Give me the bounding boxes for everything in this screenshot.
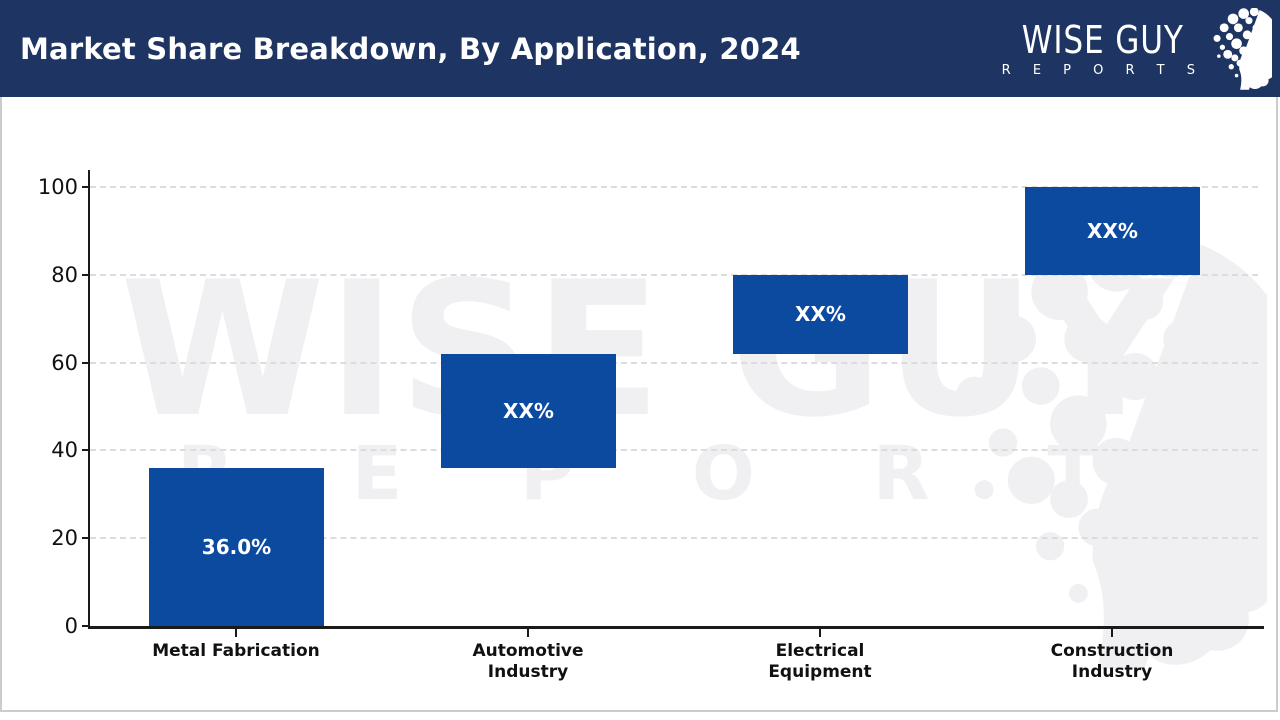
head-dot <box>1007 456 1055 504</box>
x-axis-line <box>88 626 1264 629</box>
wiseguy-head-icon <box>1213 8 1272 90</box>
head-profile-shape <box>1239 10 1272 90</box>
y-tick-label: 0 <box>64 614 78 638</box>
head-dot <box>1238 8 1249 19</box>
y-tick-label: 40 <box>51 438 78 463</box>
head-dot <box>1234 73 1239 78</box>
x-category-label: Automotive Industry <box>472 641 584 682</box>
head-dot <box>1168 456 1197 485</box>
head-dot <box>1223 49 1233 59</box>
y-tick-mark <box>82 361 90 364</box>
head-profile-shape <box>1092 244 1267 669</box>
head-dot <box>1249 8 1259 17</box>
y-tick-mark <box>82 449 90 452</box>
logo-text: WISE GUY R E P O R T S <box>1002 21 1204 78</box>
head-dot <box>1196 287 1225 316</box>
x-tick-mark <box>235 629 237 637</box>
head-dot <box>1069 584 1088 603</box>
head-dot <box>1163 320 1201 358</box>
gridline <box>90 361 1258 364</box>
head-dot <box>1227 13 1239 25</box>
y-tick-label: 80 <box>51 262 78 287</box>
x-tick-mark <box>1111 629 1113 637</box>
head-dot <box>1092 437 1140 485</box>
head-dot <box>1225 33 1234 41</box>
logo-subtext: R E P O R T S <box>1001 62 1204 78</box>
head-dot <box>1213 34 1221 42</box>
head-dot <box>1248 40 1257 48</box>
head-dot <box>1078 508 1117 547</box>
logo-wordmark: WISE GUY <box>1021 17 1184 62</box>
gridline <box>90 273 1258 276</box>
bar: 36.0% <box>149 467 324 626</box>
head-dot <box>1111 353 1159 401</box>
bar: XX% <box>733 274 908 354</box>
x-tick-mark <box>527 629 529 637</box>
head-dot <box>1242 30 1252 40</box>
head-dot <box>1125 282 1164 320</box>
y-axis-line <box>88 170 90 628</box>
bar-value-label: XX% <box>1087 218 1138 243</box>
head-dot <box>955 376 994 415</box>
x-category-label: Metal Fabrication <box>152 641 320 661</box>
header-bar: Market Share Breakdown, By Application, … <box>0 0 1280 97</box>
y-tick-mark <box>82 186 90 188</box>
x-category-label: Electrical Equipment <box>768 641 872 682</box>
head-dot <box>1231 38 1242 49</box>
head-dot <box>1182 508 1201 528</box>
head-dot <box>1256 59 1260 64</box>
head-dot <box>1149 532 1178 561</box>
watermark-head-icon <box>955 230 1267 669</box>
head-dot <box>1144 404 1183 443</box>
head-dot <box>1217 54 1221 58</box>
head-dot <box>988 428 1018 457</box>
y-tick-mark <box>82 625 90 627</box>
head-dot <box>1021 367 1060 405</box>
head-dot <box>1252 24 1260 32</box>
head-dot <box>988 315 1036 363</box>
y-tick-mark <box>82 537 90 540</box>
head-dot <box>1239 46 1249 56</box>
head-dot <box>1244 53 1254 63</box>
x-tick-mark <box>819 629 821 637</box>
head-dot <box>1219 23 1229 33</box>
head-dot <box>1120 475 1168 523</box>
bar: XX% <box>1025 187 1200 275</box>
head-dot <box>1050 395 1107 452</box>
head-dot <box>1036 532 1065 561</box>
head-dot <box>1111 560 1140 589</box>
head-dot <box>974 480 994 500</box>
head-dot <box>1258 18 1265 24</box>
head-dot <box>1219 44 1226 50</box>
gridline <box>90 186 1258 188</box>
gridline <box>90 537 1258 540</box>
head-dot <box>1031 263 1088 320</box>
bar-value-label: XX% <box>503 398 554 423</box>
y-tick-label: 100 <box>37 175 78 199</box>
gridline <box>90 449 1258 452</box>
bar: XX% <box>441 353 616 468</box>
x-category-label: Construction Industry <box>1050 641 1174 682</box>
head-dot <box>1253 49 1259 56</box>
head-dot <box>1242 69 1249 75</box>
head-dot <box>1228 64 1234 70</box>
head-dot <box>1245 17 1253 25</box>
y-tick-mark <box>82 273 90 276</box>
head-dot <box>1236 59 1244 67</box>
wiseguy-logo: WISE GUY R E P O R T S <box>1002 6 1272 92</box>
bar-value-label: XX% <box>795 302 846 327</box>
head-dot <box>1249 64 1256 70</box>
y-tick-label: 60 <box>51 350 78 375</box>
head-dot <box>1050 480 1088 518</box>
chart-area: WISE GUY R E P O R T S 0 20 40 60 80 100 36.0%… <box>0 97 1278 712</box>
bar-value-label: 36.0% <box>201 534 272 559</box>
head-dot <box>1233 23 1243 33</box>
head-dot <box>1064 315 1112 363</box>
head-dot <box>1231 54 1239 62</box>
y-tick-label: 20 <box>51 526 78 551</box>
chart-title: Market Share Breakdown, By Application, … <box>20 31 801 66</box>
